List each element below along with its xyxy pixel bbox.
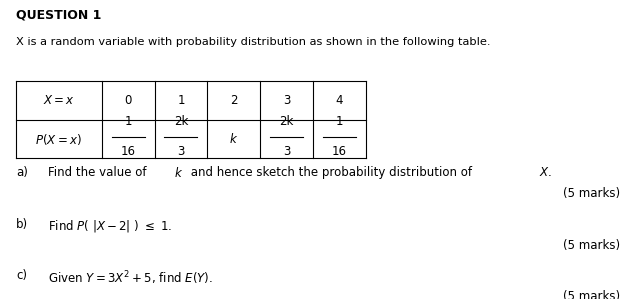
Text: 1: 1 — [125, 115, 132, 128]
Text: 1: 1 — [177, 94, 184, 107]
Text: 3: 3 — [177, 145, 184, 158]
Text: c): c) — [16, 269, 27, 282]
Text: $k$: $k$ — [174, 166, 183, 180]
Text: $k$: $k$ — [229, 132, 238, 146]
Text: $P(X = x)$: $P(X = x)$ — [36, 132, 82, 147]
Text: b): b) — [16, 218, 28, 231]
Text: 16: 16 — [121, 145, 135, 158]
Text: $X$: $X$ — [539, 166, 550, 179]
Text: 16: 16 — [332, 145, 347, 158]
Text: X is a random variable with probability distribution as shown in the following t: X is a random variable with probability … — [16, 37, 490, 47]
Text: Find $P$( $|X - 2|$ ) $\leq$ 1.: Find $P$( $|X - 2|$ ) $\leq$ 1. — [48, 218, 172, 234]
Text: QUESTION 1: QUESTION 1 — [16, 9, 101, 22]
Text: and hence sketch the probability distribution of: and hence sketch the probability distrib… — [187, 166, 476, 179]
Text: $X = x$: $X = x$ — [43, 94, 75, 107]
Text: 1: 1 — [336, 115, 343, 128]
Text: Given $Y = 3X^2 + 5$, find $E(Y)$.: Given $Y = 3X^2 + 5$, find $E(Y)$. — [48, 269, 212, 287]
Text: Find the value of: Find the value of — [48, 166, 150, 179]
Text: 2: 2 — [230, 94, 237, 107]
Text: 4: 4 — [336, 94, 343, 107]
Text: (5 marks): (5 marks) — [563, 187, 620, 200]
Text: .: . — [548, 166, 552, 179]
Text: (5 marks): (5 marks) — [563, 290, 620, 299]
Text: 0: 0 — [125, 94, 132, 107]
Text: 3: 3 — [283, 94, 290, 107]
Text: 3: 3 — [283, 145, 290, 158]
Text: a): a) — [16, 166, 28, 179]
Text: 2k: 2k — [174, 115, 188, 128]
Text: (5 marks): (5 marks) — [563, 239, 620, 252]
Text: 2k: 2k — [279, 115, 294, 128]
